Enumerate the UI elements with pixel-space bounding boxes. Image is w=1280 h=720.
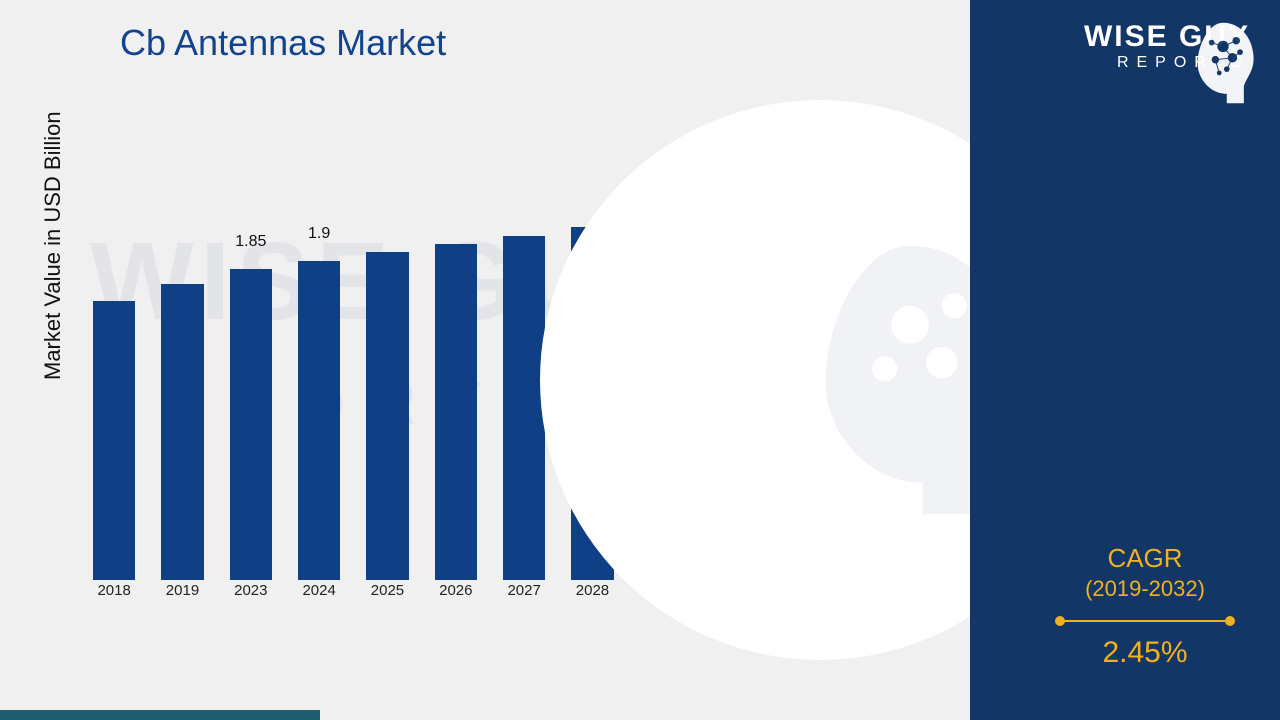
bar-slot: 1.85 (217, 160, 285, 580)
bar (93, 301, 135, 580)
bar-slot (148, 160, 216, 580)
bar (230, 269, 272, 580)
bar-slot (422, 160, 490, 580)
bar (366, 252, 408, 580)
bar (161, 284, 203, 580)
stage: Cb Antennas Market WISE GUY R E P O R T … (0, 0, 1280, 720)
x-tick-label: 2027 (490, 582, 558, 599)
bar (298, 261, 340, 580)
bar-slot (353, 160, 421, 580)
right-panel: WISE GUY REPORTS (970, 0, 1280, 720)
x-tick-label: 2028 (558, 582, 626, 599)
x-tick-label: 2025 (353, 582, 421, 599)
watermark-head-icon (780, 230, 1040, 530)
y-axis-label: Market Value in USD Billion (40, 111, 66, 380)
chart-title: Cb Antennas Market (120, 22, 446, 64)
cagr-block: CAGR (2019-2032) 2.45% (1010, 543, 1280, 670)
cagr-value: 2.45% (1010, 636, 1280, 670)
cagr-label: CAGR (1010, 543, 1280, 574)
bottom-accent-bar (0, 710, 320, 720)
bar-slot (80, 160, 148, 580)
x-tick-label: 2026 (422, 582, 490, 599)
x-tick-label: 2018 (80, 582, 148, 599)
x-tick-label: 2023 (217, 582, 285, 599)
x-tick-label: 2024 (285, 582, 353, 599)
bar-slot: 1.9 (285, 160, 353, 580)
bar (435, 244, 477, 580)
x-tick-label: 2019 (148, 582, 216, 599)
bar-value-label: 1.85 (235, 233, 266, 251)
bar-value-label: 1.9 (308, 225, 330, 243)
bar (503, 236, 545, 580)
cagr-divider (1060, 620, 1230, 622)
cagr-range: (2019-2032) (1010, 576, 1280, 602)
logo-head-icon (1184, 18, 1262, 108)
